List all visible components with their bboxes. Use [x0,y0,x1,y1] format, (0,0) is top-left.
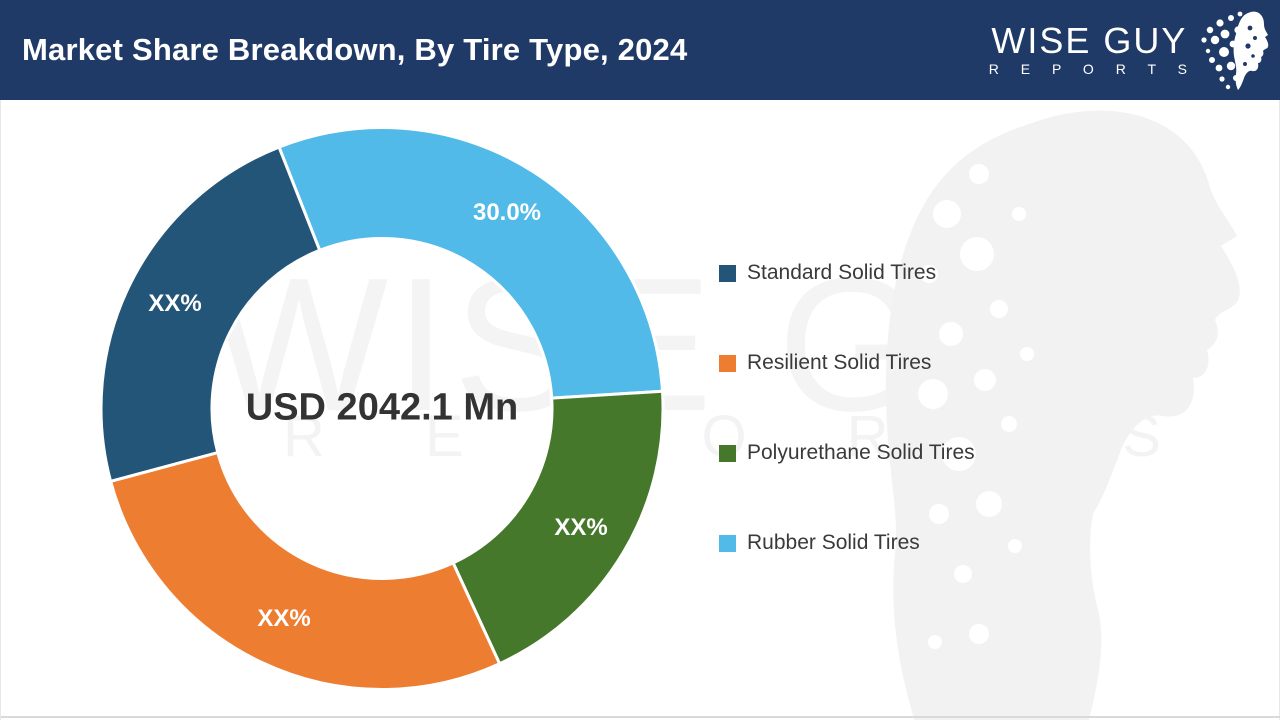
donut-slice-rubber-solid-tires [277,126,664,400]
watermark-face-icon [885,110,1240,720]
legend-swatch [719,534,736,552]
logo-wordmark-line1: WISE GUY [991,19,1188,61]
legend-item: Standard Solid Tires [719,258,975,288]
watermark-layer: WISE GUY R E P O R T S [1,100,1279,720]
bottom-divider [1,716,1280,718]
slice-value-label: XX% [257,605,311,632]
slice-value-label: 30.0% [472,199,542,226]
legend-label: Resilient Solid Tires [747,351,932,374]
logo-wordmark: WISE GUY R E P O R T S [983,21,1196,78]
slice-value-label: XX% [554,514,608,541]
donut-slice-polyurethane-solid-tires [451,389,665,666]
slice-value-label: XX% [148,290,202,317]
chart-canvas: WISE GUY R E P O R T S 30.0% XX% XX% XX% US… [0,100,1280,720]
legend: Standard Solid Tires Resilient Solid Tir… [719,258,975,618]
legend-item: Polyurethane Solid Tires [719,438,975,468]
logo-wordmark-line2: R E P O R T S [988,61,1196,78]
legend-swatch [719,264,736,282]
legend-swatch [719,444,736,462]
center-value: USD 2042.1 Mn [245,386,519,429]
legend-label: Rubber Solid Tires [747,531,920,554]
donut-chart [99,126,665,691]
legend-item: Rubber Solid Tires [719,528,975,558]
logo-face-icon [1201,11,1269,90]
legend-item: Resilient Solid Tires [719,348,975,378]
legend-label: Standard Solid Tires [747,261,937,284]
donut-slice-resilient-solid-tires [109,451,502,691]
donut-slice-standard-solid-tires [99,145,322,483]
brand-logo: WISE GUY R E P O R T S [983,6,1270,92]
page-title: Market Share Breakdown, By Tire Type, 20… [22,32,688,67]
legend-swatch [719,354,736,372]
legend-label: Polyurethane Solid Tires [747,441,975,464]
header-bar: Market Share Breakdown, By Tire Type, 20… [0,0,1280,100]
